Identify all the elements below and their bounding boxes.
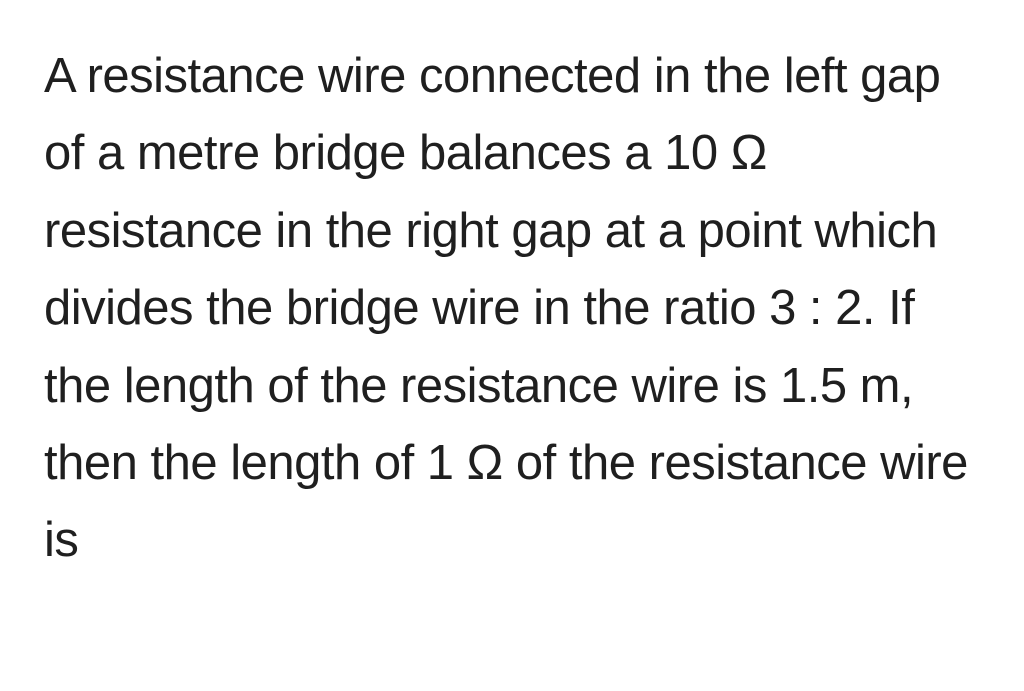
physics-question-text: A resistance wire connected in the left … bbox=[44, 38, 980, 580]
